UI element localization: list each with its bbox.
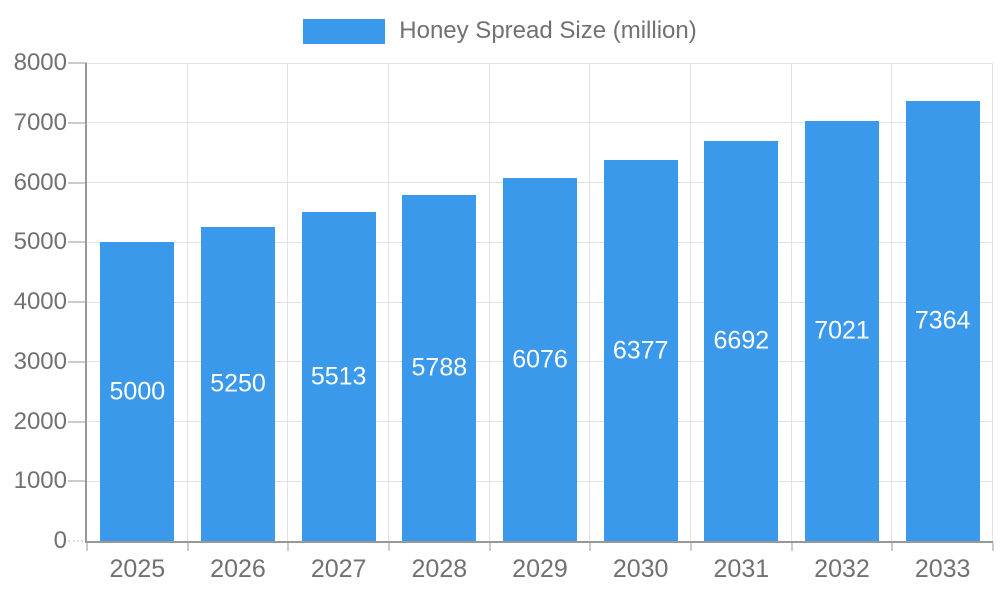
x-axis-tick xyxy=(287,543,290,551)
gridline-vertical xyxy=(992,63,993,541)
y-axis-tick xyxy=(68,360,87,363)
chart-legend[interactable]: Honey Spread Size (million) xyxy=(0,17,1000,45)
x-tick-label: 2031 xyxy=(713,555,770,583)
y-tick-label: 2000 xyxy=(13,407,67,435)
x-axis-line xyxy=(85,541,993,543)
bar-value-label: 5788 xyxy=(411,353,468,382)
x-axis-tick xyxy=(488,543,491,551)
x-axis-tick xyxy=(86,543,88,551)
y-tick-label: 6000 xyxy=(13,168,67,196)
y-axis-tick xyxy=(68,62,87,64)
bar[interactable]: 5513 xyxy=(301,212,376,541)
y-tick-label: 3000 xyxy=(13,347,67,375)
x-tick-label: 2032 xyxy=(814,555,870,583)
y-tick-label: 7000 xyxy=(13,108,67,136)
bar-value-label: 7364 xyxy=(914,306,971,335)
y-axis-line xyxy=(85,63,87,543)
y-axis-tick xyxy=(68,480,87,483)
bar[interactable]: 6692 xyxy=(704,141,779,541)
bar-value-label: 5000 xyxy=(109,377,166,405)
x-tick-label: 2030 xyxy=(612,555,669,583)
y-tick-label: 5000 xyxy=(13,228,67,256)
bar[interactable]: 6377 xyxy=(603,160,678,541)
y-axis-tick xyxy=(68,301,87,303)
bar-value-label: 5513 xyxy=(310,362,367,390)
x-axis-tick xyxy=(388,543,390,551)
bar-value-label: 6692 xyxy=(713,326,770,355)
x-axis-tick xyxy=(690,543,692,551)
bar[interactable]: 5250 xyxy=(201,227,275,541)
gridline-vertical xyxy=(488,63,490,541)
x-axis-tick xyxy=(992,543,994,551)
gridline-vertical xyxy=(287,63,289,541)
x-tick-label: 2027 xyxy=(310,555,367,583)
gridline-vertical xyxy=(690,63,691,541)
gridline-vertical xyxy=(891,63,893,541)
gridline-vertical xyxy=(790,63,792,541)
y-tick-label: 0 xyxy=(53,527,67,554)
y-axis-tick xyxy=(68,420,87,423)
bar[interactable]: 7364 xyxy=(905,101,980,541)
x-tick-label: 2033 xyxy=(914,555,971,583)
x-axis-tick xyxy=(790,543,793,551)
bar[interactable]: 5000 xyxy=(100,242,175,541)
bar-value-label: 7021 xyxy=(814,316,870,345)
gridline-horizontal xyxy=(87,122,993,124)
y-axis-tick xyxy=(68,241,87,244)
x-tick-label: 2026 xyxy=(210,555,266,583)
y-tick-label: 8000 xyxy=(13,49,67,76)
bar-value-label: 5250 xyxy=(210,369,266,398)
y-axis-tick xyxy=(68,540,87,544)
gridline-vertical xyxy=(589,63,591,541)
x-axis-tick xyxy=(891,543,894,551)
gridline-vertical xyxy=(388,63,389,541)
gridline-horizontal xyxy=(87,62,993,64)
legend-label: Honey Spread Size (million) xyxy=(399,17,697,44)
x-tick-label: 2028 xyxy=(411,555,468,583)
bar-value-label: 6076 xyxy=(512,345,568,373)
bar[interactable]: 5788 xyxy=(402,195,477,541)
x-axis-tick xyxy=(589,543,592,551)
gridline-vertical xyxy=(186,63,188,541)
bar[interactable]: 7021 xyxy=(805,121,879,541)
x-tick-label: 2029 xyxy=(512,555,568,583)
bar-value-label: 6377 xyxy=(612,336,669,364)
legend-swatch xyxy=(303,18,386,44)
x-tick-label: 2025 xyxy=(109,555,166,583)
y-tick-label: 1000 xyxy=(13,467,67,495)
y-tick-label: 4000 xyxy=(13,288,67,315)
bar[interactable]: 6076 xyxy=(503,178,577,541)
x-axis-tick xyxy=(186,543,189,551)
y-axis-tick xyxy=(68,121,87,124)
y-axis-tick xyxy=(68,181,87,184)
